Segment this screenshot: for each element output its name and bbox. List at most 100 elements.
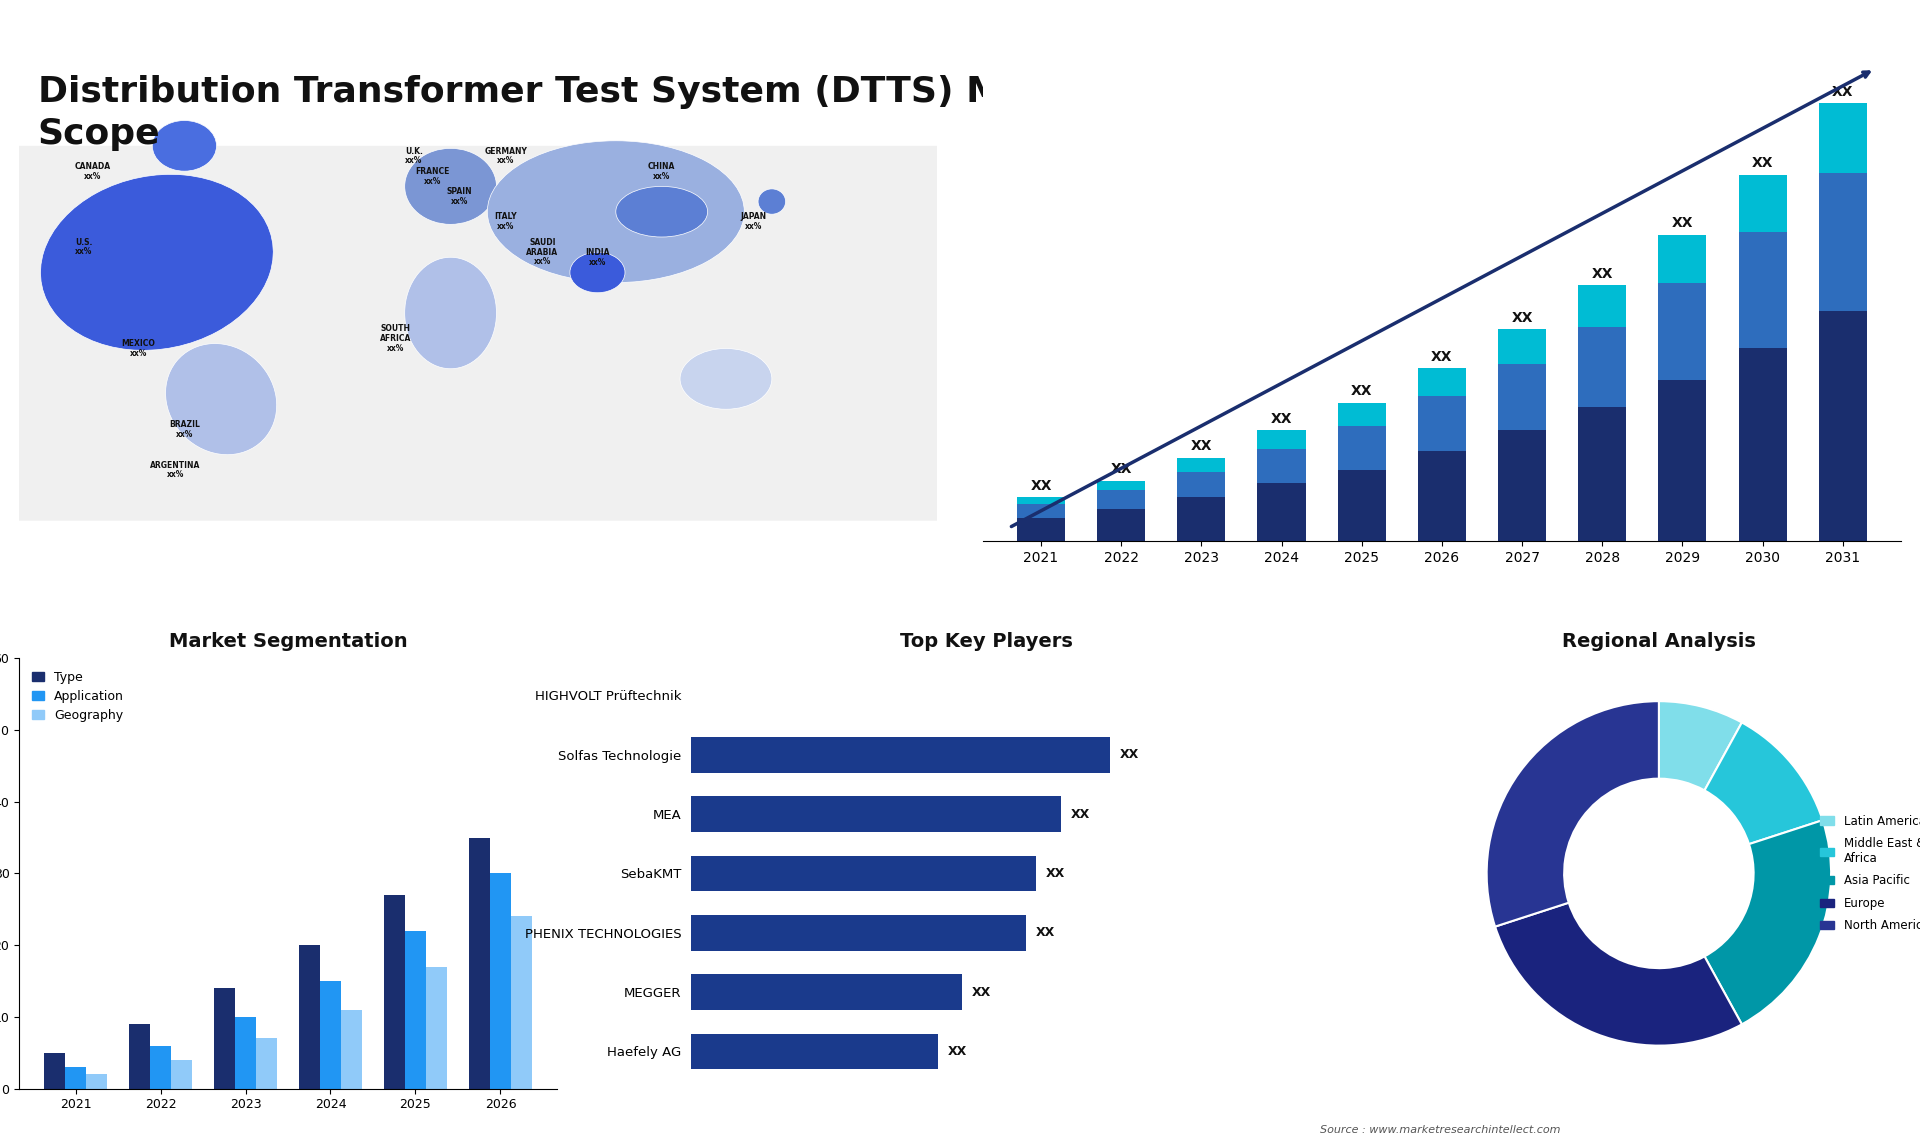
Ellipse shape: [152, 120, 217, 171]
Bar: [1258, 484, 1306, 541]
Bar: [1338, 402, 1386, 426]
Bar: [234, 1017, 255, 1089]
Wedge shape: [1496, 903, 1741, 1045]
Ellipse shape: [405, 257, 497, 369]
Bar: [1818, 173, 1866, 311]
Text: XX: XX: [1031, 479, 1052, 493]
Bar: [426, 967, 447, 1089]
Bar: [1659, 235, 1707, 283]
Bar: [1338, 470, 1386, 541]
Title: Regional Analysis: Regional Analysis: [1563, 631, 1755, 651]
Bar: [1018, 518, 1066, 541]
Title: Market Segmentation: Market Segmentation: [169, 631, 407, 651]
Bar: [1338, 426, 1386, 470]
Bar: [1177, 497, 1225, 541]
Polygon shape: [1609, 52, 1782, 132]
Text: XX: XX: [1110, 463, 1133, 477]
Wedge shape: [1705, 722, 1822, 845]
Bar: [1258, 431, 1306, 449]
Bar: [1578, 285, 1626, 327]
Ellipse shape: [758, 189, 785, 214]
Text: Distribution Transformer Test System (DTTS) Market Size and
Scope: Distribution Transformer Test System (DT…: [38, 74, 1294, 151]
Bar: [1659, 379, 1707, 541]
Bar: [1417, 452, 1467, 541]
Text: XX: XX: [1071, 808, 1091, 821]
Text: FRANCE
xx%: FRANCE xx%: [415, 167, 449, 186]
Ellipse shape: [570, 252, 626, 292]
Bar: [1738, 233, 1788, 347]
Bar: [405, 931, 426, 1089]
Text: ARGENTINA
xx%: ARGENTINA xx%: [150, 461, 200, 479]
Bar: [1498, 363, 1546, 431]
Bar: [44, 1053, 65, 1089]
Text: XX: XX: [1511, 311, 1532, 324]
Text: CANADA
xx%: CANADA xx%: [75, 162, 111, 181]
Wedge shape: [1705, 821, 1832, 1025]
Bar: [300, 945, 321, 1089]
Bar: [1498, 329, 1546, 363]
Bar: [1096, 509, 1144, 541]
Text: CHINA
xx%: CHINA xx%: [649, 162, 676, 181]
Bar: [1096, 481, 1144, 490]
Bar: [213, 988, 234, 1089]
Bar: [384, 895, 405, 1089]
Text: U.K.
xx%: U.K. xx%: [405, 147, 422, 165]
Bar: [1738, 175, 1788, 233]
Bar: [255, 1038, 276, 1089]
Ellipse shape: [405, 148, 497, 225]
Bar: [1177, 472, 1225, 497]
Legend: Type, Application, Geography: Type, Application, Geography: [25, 665, 131, 729]
FancyBboxPatch shape: [10, 146, 947, 520]
Text: GERMANY
xx%: GERMANY xx%: [484, 147, 528, 165]
Bar: [1818, 311, 1866, 541]
Text: Source : www.marketresearchintellect.com: Source : www.marketresearchintellect.com: [1319, 1124, 1561, 1135]
Text: XX: XX: [1430, 350, 1453, 363]
Text: JAPAN
xx%: JAPAN xx%: [741, 212, 766, 231]
Bar: [1738, 347, 1788, 541]
Text: ITALY
xx%: ITALY xx%: [493, 212, 516, 231]
Bar: [1018, 504, 1066, 518]
Bar: [511, 917, 532, 1089]
Text: SAUDI
ARABIA
xx%: SAUDI ARABIA xx%: [526, 238, 559, 266]
Bar: [1417, 395, 1467, 452]
Bar: [1659, 283, 1707, 379]
Bar: [468, 838, 490, 1089]
Bar: [691, 1034, 937, 1069]
Bar: [1258, 449, 1306, 484]
Bar: [691, 915, 1027, 950]
Text: INDIA
xx%: INDIA xx%: [586, 248, 611, 267]
Text: XX: XX: [972, 986, 991, 998]
Text: MEXICO
xx%: MEXICO xx%: [121, 339, 156, 358]
Text: XX: XX: [1352, 384, 1373, 398]
Ellipse shape: [40, 174, 273, 351]
Circle shape: [1565, 778, 1753, 968]
Text: SPAIN
xx%: SPAIN xx%: [447, 187, 472, 206]
Ellipse shape: [165, 344, 276, 455]
Text: XX: XX: [1832, 85, 1853, 99]
Text: XX: XX: [1271, 411, 1292, 426]
Bar: [1417, 368, 1467, 395]
Bar: [342, 1010, 363, 1089]
Bar: [1177, 458, 1225, 472]
Bar: [65, 1067, 86, 1089]
Bar: [1498, 431, 1546, 541]
Text: SOUTH
AFRICA
xx%: SOUTH AFRICA xx%: [380, 324, 411, 353]
Text: XX: XX: [1672, 217, 1693, 230]
Text: BRAZIL
xx%: BRAZIL xx%: [169, 421, 200, 439]
Ellipse shape: [488, 141, 745, 283]
Text: XX: XX: [1592, 267, 1613, 281]
Bar: [1578, 408, 1626, 541]
Bar: [490, 873, 511, 1089]
Text: XX: XX: [1046, 866, 1066, 880]
Bar: [171, 1060, 192, 1089]
Bar: [1818, 103, 1866, 173]
Text: U.S.
xx%: U.S. xx%: [75, 237, 92, 257]
Legend: Latin America, Middle East &
Africa, Asia Pacific, Europe, North America: Latin America, Middle East & Africa, Asi…: [1816, 810, 1920, 937]
Bar: [129, 1025, 150, 1089]
Text: XX: XX: [1119, 748, 1139, 761]
Wedge shape: [1659, 701, 1741, 791]
Bar: [1096, 490, 1144, 509]
Title: Top Key Players: Top Key Players: [900, 631, 1073, 651]
Text: MARKET
RESEARCH
INTELLECT: MARKET RESEARCH INTELLECT: [1795, 69, 1853, 103]
Bar: [691, 974, 962, 1010]
